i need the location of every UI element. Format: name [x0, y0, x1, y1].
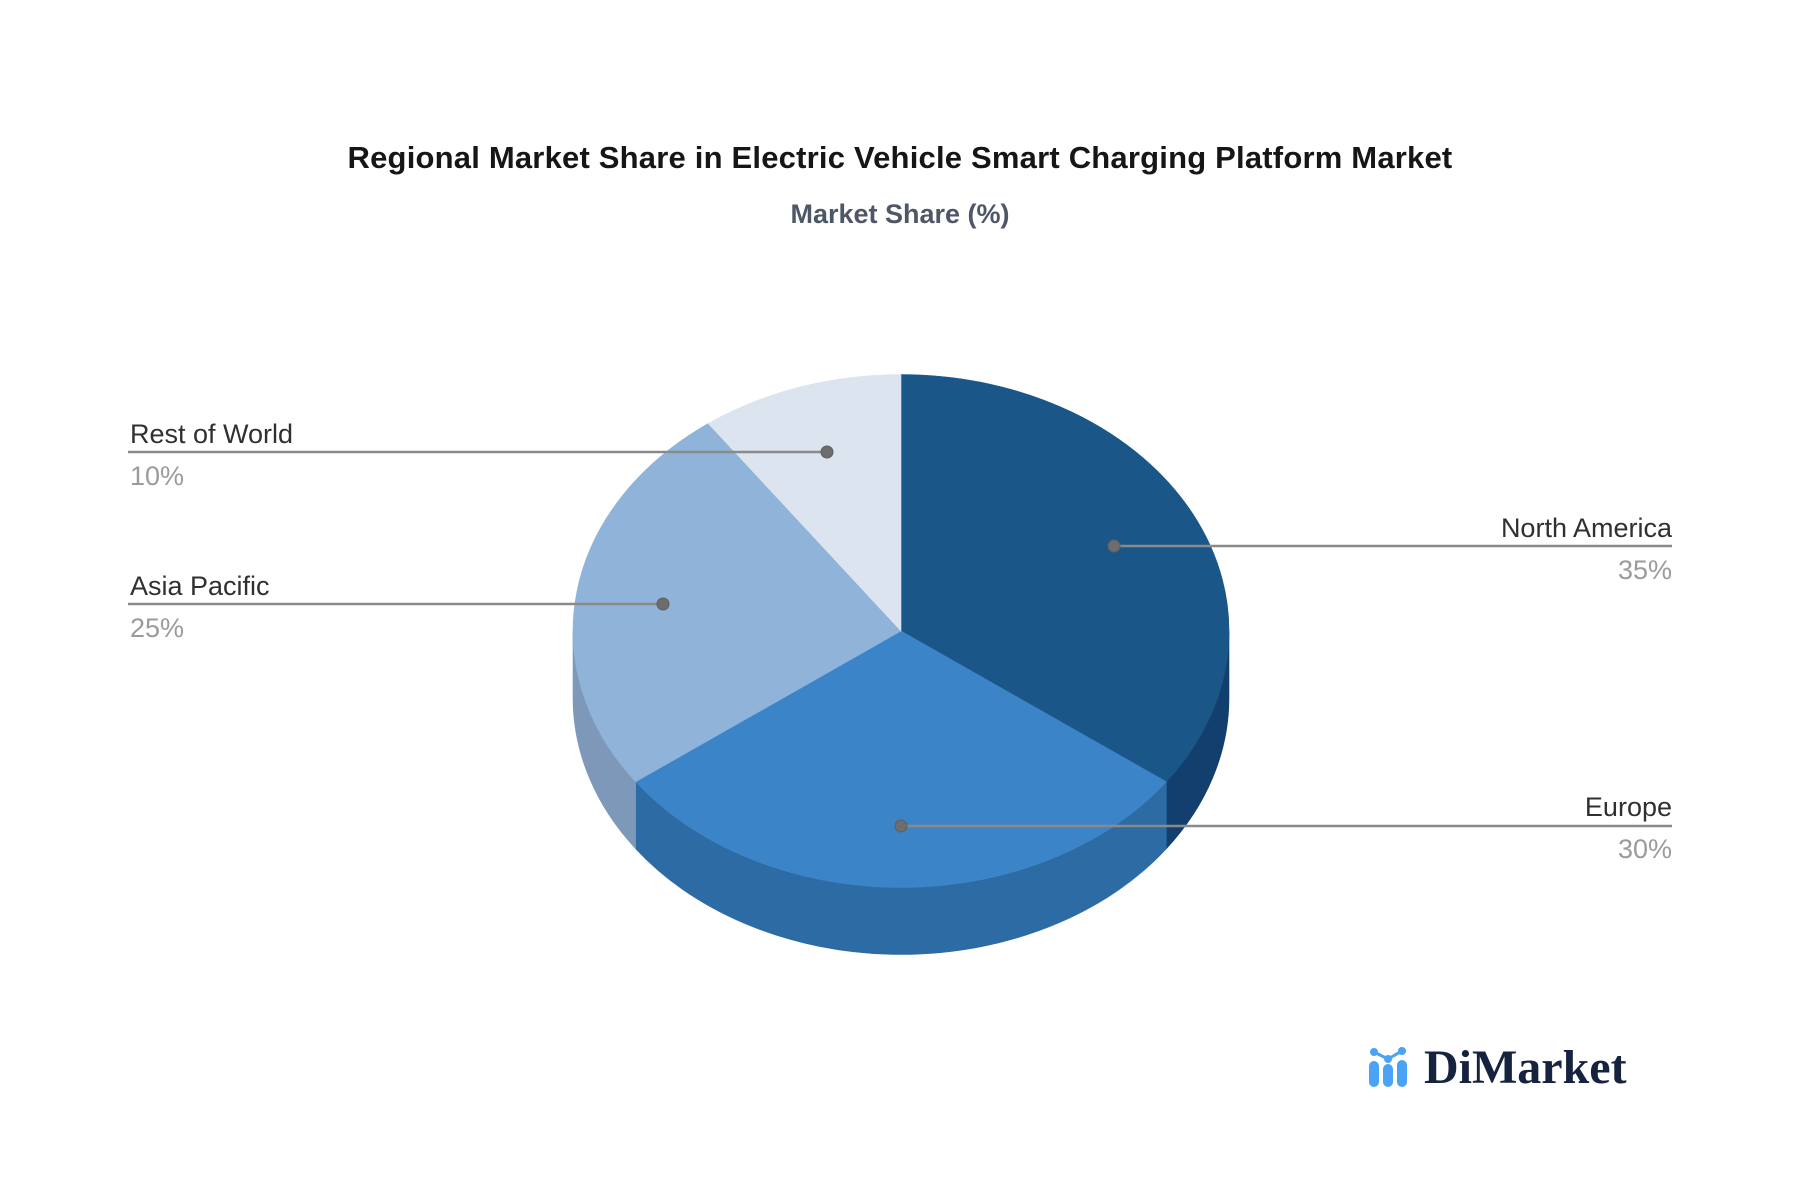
- leader-dot-europe: [894, 819, 908, 833]
- bar-line-chart-icon: [1369, 1046, 1407, 1087]
- callout-value: 10%: [130, 461, 185, 491]
- callout-name: Europe: [1584, 792, 1672, 822]
- callout-value: 25%: [130, 613, 185, 643]
- callout-europe: Europe 30%: [1585, 794, 1672, 863]
- chart-subtitle: Market Share (%): [790, 199, 1010, 229]
- slice-asia-pacific[interactable]: [572, 423, 902, 783]
- brand-name: DiMarket: [1424, 1041, 1627, 1094]
- callout-value: 35%: [1617, 555, 1672, 585]
- callout-north-america: North America 35%: [1501, 515, 1672, 584]
- callout-name: North America: [1500, 513, 1672, 543]
- callout-name: Rest of World: [130, 419, 294, 449]
- brand-logo: DiMarket: [1366, 1040, 1627, 1095]
- leader-dot-north-america: [1107, 539, 1121, 553]
- leader-dot-rest-of-world: [820, 445, 834, 459]
- callout-asia-pacific: Asia Pacific 25%: [130, 573, 270, 642]
- slice-rest-of-world[interactable]: [707, 374, 902, 632]
- callout-name: Asia Pacific: [130, 571, 270, 601]
- slice-north-america[interactable]: [900, 374, 1230, 783]
- leader-dot-asia-pacific: [656, 597, 670, 611]
- callout-rest-of-world: Rest of World 10%: [130, 421, 293, 490]
- slice-europe[interactable]: [635, 630, 1167, 888]
- chart-title: Regional Market Share in Electric Vehicl…: [347, 140, 1453, 175]
- callout-value: 30%: [1617, 834, 1672, 864]
